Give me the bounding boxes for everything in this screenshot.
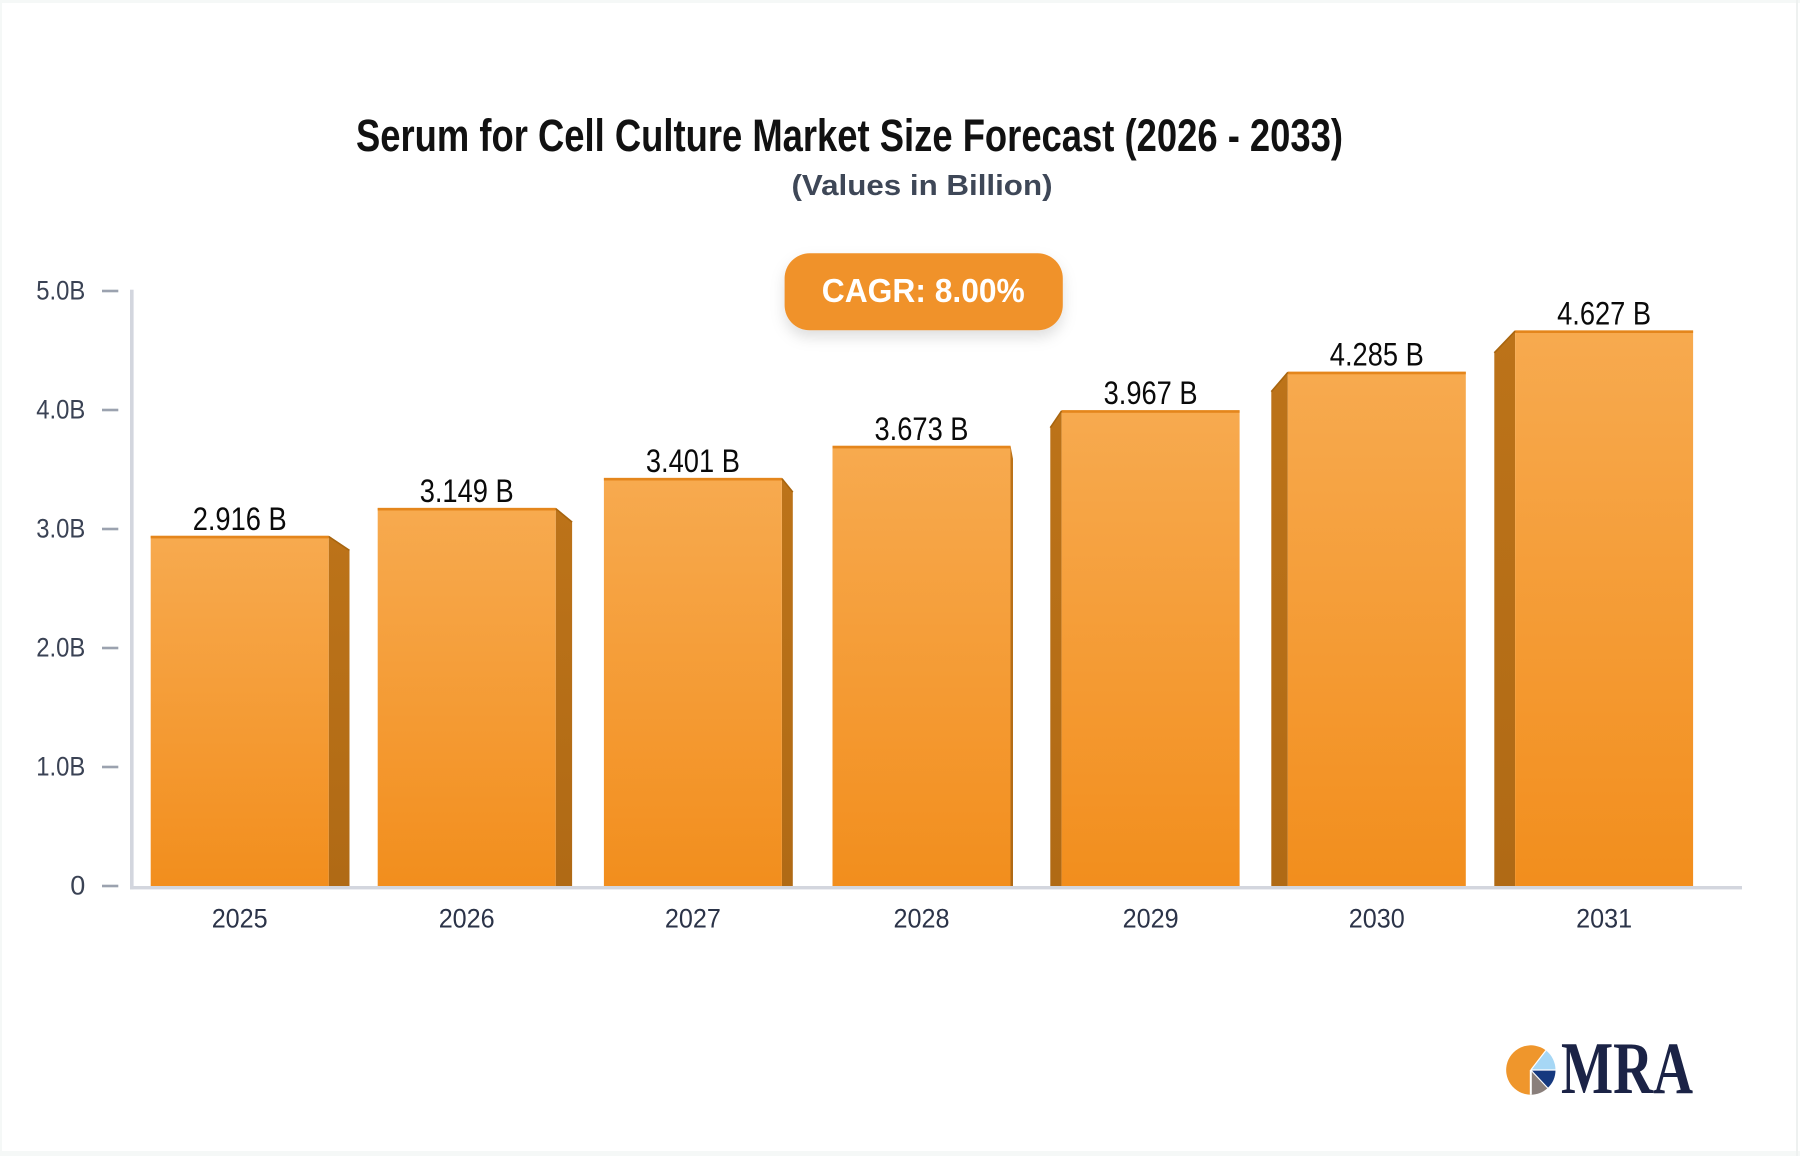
svg-text:2031: 2031 bbox=[1576, 904, 1632, 934]
svg-text:5.0B: 5.0B bbox=[36, 276, 85, 306]
svg-text:2028: 2028 bbox=[894, 904, 950, 934]
svg-text:(Values in Billion): (Values in Billion) bbox=[792, 170, 1053, 202]
svg-text:4.285 B: 4.285 B bbox=[1330, 337, 1424, 373]
svg-text:2030: 2030 bbox=[1349, 904, 1405, 934]
svg-text:0: 0 bbox=[70, 871, 85, 901]
svg-text:1.0B: 1.0B bbox=[36, 752, 85, 782]
svg-text:3.401 B: 3.401 B bbox=[646, 443, 740, 479]
svg-text:3.149 B: 3.149 B bbox=[420, 473, 514, 509]
svg-text:CAGR: 8.00%: CAGR: 8.00% bbox=[822, 272, 1025, 309]
svg-text:3.673 B: 3.673 B bbox=[875, 411, 969, 447]
svg-text:3.967 B: 3.967 B bbox=[1104, 375, 1198, 411]
svg-text:2.916 B: 2.916 B bbox=[193, 501, 287, 537]
svg-text:2029: 2029 bbox=[1123, 904, 1179, 934]
svg-text:4.0B: 4.0B bbox=[36, 395, 85, 425]
svg-text:2027: 2027 bbox=[665, 904, 721, 934]
svg-text:MRA: MRA bbox=[1561, 1028, 1693, 1110]
svg-text:3.0B: 3.0B bbox=[36, 514, 85, 544]
svg-text:4.627 B: 4.627 B bbox=[1557, 295, 1651, 331]
svg-text:2.0B: 2.0B bbox=[36, 633, 85, 663]
svg-text:2026: 2026 bbox=[439, 904, 495, 934]
svg-text:2025: 2025 bbox=[212, 904, 268, 934]
svg-text:Serum for Cell Culture Market: Serum for Cell Culture Market Size Forec… bbox=[356, 110, 1343, 161]
